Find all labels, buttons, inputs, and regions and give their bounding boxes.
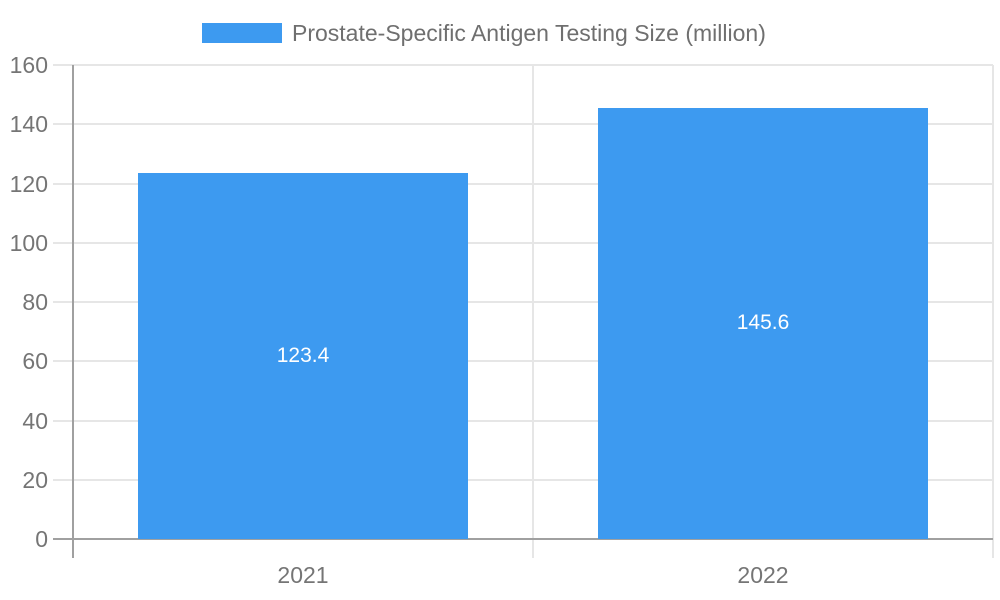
y-axis-tick-label: 140 [9,111,48,138]
gridline-vertical [532,65,534,558]
y-axis-tick-label: 160 [9,52,48,78]
gridline-horizontal [53,241,993,244]
gridline-horizontal [53,182,993,185]
x-axis-line [53,538,993,540]
bar-value-label: 145.6 [736,311,790,335]
x-axis-tick-label: 2022 [737,562,789,588]
bar-value-label: 123.4 [276,344,330,368]
gridline-horizontal [53,64,993,66]
y-axis-tick-label: 0 [35,526,48,552]
y-axis-line [72,65,74,558]
gridline-vertical [992,65,994,558]
gridline-horizontal [53,360,993,363]
y-axis-tick-label: 60 [22,348,48,375]
legend-swatch [202,23,282,43]
y-axis-tick-label: 40 [22,407,48,434]
y-axis-tick-label: 80 [22,289,48,315]
x-axis-tick-label: 2021 [277,562,329,588]
y-axis-tick-label: 100 [9,229,48,256]
y-axis-tick-label: 20 [22,466,48,493]
legend-label: Prostate-Specific Antigen Testing Size (… [292,19,766,46]
bar: 145.6 [598,107,928,539]
chart-legend: Prostate-Specific Antigen Testing Size (… [202,19,766,47]
y-axis-tick-label: 120 [9,170,48,197]
gridline-horizontal [53,123,993,126]
gridline-horizontal [53,419,993,422]
gridline-horizontal [53,478,993,481]
gridline-horizontal [53,301,993,303]
bar: 123.4 [138,173,468,539]
